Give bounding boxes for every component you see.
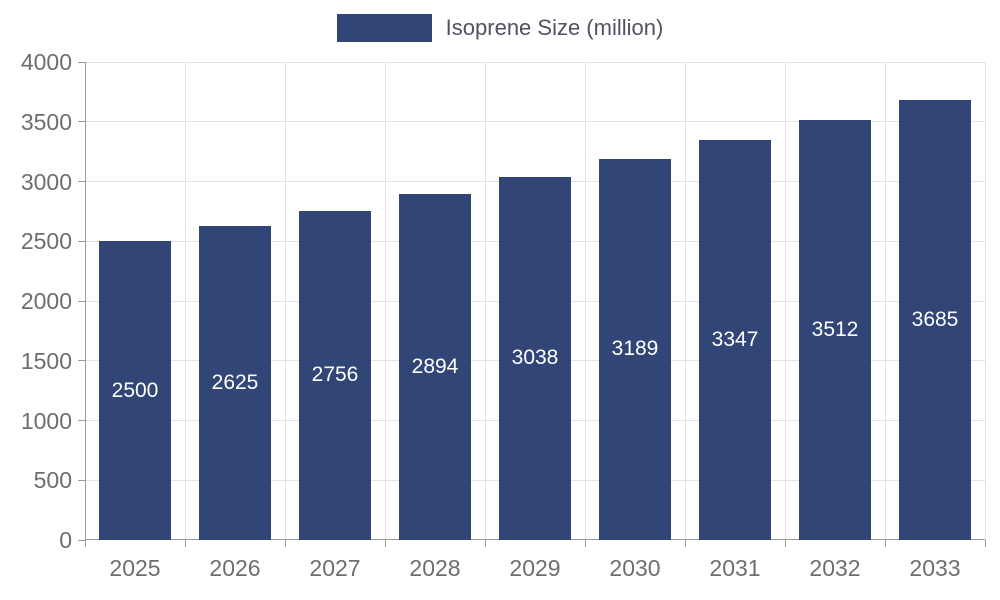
bar-value-label: 3685 [911, 307, 959, 331]
bar [299, 210, 371, 540]
x-gridline [484, 62, 486, 540]
bar-value-label: 3347 [711, 328, 759, 352]
x-axis-tick [784, 540, 786, 547]
y-tick-label: 1500 [20, 347, 72, 374]
y-tick-label: 1000 [20, 407, 72, 434]
y-axis-tick [78, 121, 85, 123]
y-axis-tick [78, 61, 85, 63]
x-gridline [384, 62, 386, 540]
y-axis-tick [78, 300, 85, 302]
bar-value-label: 3189 [611, 337, 659, 361]
bar [699, 140, 771, 540]
plot-area: 0 500 1000 1500 2000 2500 3000 3500 4000 2500 2025… [21, 49, 986, 581]
x-gridline [884, 62, 886, 540]
y-tick-label: 4000 [20, 49, 72, 75]
x-gridline [784, 62, 786, 540]
x-axis-tick [984, 540, 986, 547]
bar [499, 176, 571, 540]
y-tick-label: 2000 [20, 288, 72, 314]
y-axis-tick [78, 479, 85, 481]
bar-value-label: 2894 [411, 355, 459, 379]
bar-value-label: 3512 [811, 318, 859, 342]
x-tick-label: 2025 [109, 555, 161, 581]
x-tick-label: 2029 [509, 555, 561, 581]
y-axis-line [85, 62, 86, 540]
x-axis-tick [84, 540, 86, 547]
x-tick-label: 2027 [309, 555, 361, 581]
y-tick-label: 3500 [20, 108, 72, 135]
x-tick-label: 2031 [709, 555, 761, 581]
bar [199, 226, 271, 540]
bar-value-label: 2756 [311, 363, 359, 387]
legend-label: Isoprene Size (million) [445, 15, 664, 40]
y-gridline [85, 121, 985, 123]
x-axis-tick [884, 540, 886, 547]
x-gridline [284, 62, 286, 540]
y-axis-tick [78, 240, 85, 242]
x-tick-label: 2030 [609, 555, 661, 581]
bar [899, 99, 971, 540]
y-axis-tick [78, 539, 85, 541]
y-tick-label: 0 [59, 527, 72, 553]
x-tick-label: 2026 [209, 555, 261, 581]
y-axis-tick [78, 181, 85, 182]
bar [99, 241, 171, 540]
x-axis-tick [484, 540, 486, 547]
x-axis-tick [584, 540, 586, 547]
x-axis-tick [284, 540, 286, 547]
y-tick-label: 3000 [20, 168, 72, 195]
bar [799, 120, 871, 540]
x-axis-tick [384, 540, 386, 547]
legend[interactable]: Isoprene Size (million) [0, 14, 1000, 42]
x-tick-label: 2028 [409, 555, 461, 581]
x-gridline [984, 62, 986, 540]
bar-value-label: 2625 [211, 371, 259, 395]
y-tick-label: 2500 [20, 228, 72, 255]
x-gridline [184, 62, 186, 540]
x-axis-tick [684, 540, 686, 547]
bar [399, 194, 471, 540]
bar [599, 158, 671, 540]
legend-swatch [336, 14, 432, 42]
y-gridline [85, 61, 985, 63]
x-gridline [584, 62, 586, 540]
x-tick-label: 2032 [809, 555, 861, 581]
y-axis-tick [78, 360, 85, 362]
x-axis-tick [184, 540, 186, 547]
y-axis-tick [78, 420, 85, 421]
x-tick-label: 2033 [909, 555, 961, 581]
bar-value-label: 3038 [511, 346, 559, 370]
y-tick-label: 500 [33, 467, 72, 494]
x-gridline [684, 62, 686, 540]
bar-value-label: 2500 [111, 378, 159, 402]
